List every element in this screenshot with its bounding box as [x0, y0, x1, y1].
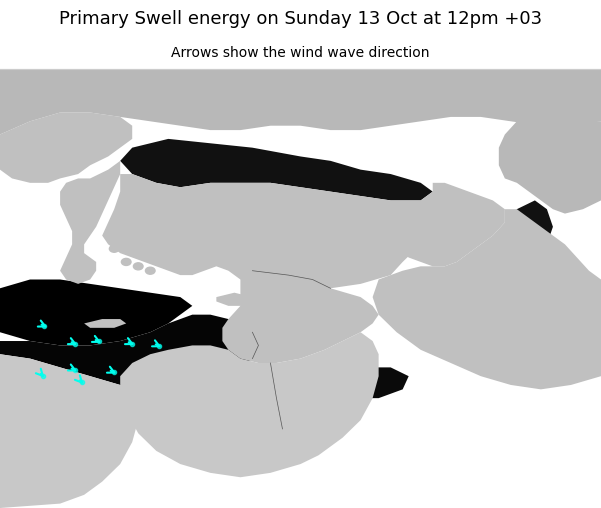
Polygon shape: [0, 394, 36, 429]
Polygon shape: [499, 121, 601, 213]
Text: Arrows show the wind wave direction: Arrows show the wind wave direction: [171, 47, 430, 60]
Circle shape: [121, 259, 131, 266]
Circle shape: [133, 263, 143, 270]
Polygon shape: [0, 69, 601, 135]
Polygon shape: [0, 113, 132, 183]
Polygon shape: [0, 289, 258, 389]
Text: Primary Swell energy on Sunday 13 Oct at 12pm +03: Primary Swell energy on Sunday 13 Oct at…: [59, 10, 542, 28]
Circle shape: [109, 245, 119, 252]
Polygon shape: [325, 367, 409, 398]
Polygon shape: [505, 201, 553, 262]
Polygon shape: [0, 279, 192, 345]
Polygon shape: [84, 319, 126, 328]
Polygon shape: [102, 174, 433, 289]
Polygon shape: [373, 209, 601, 389]
Polygon shape: [0, 354, 138, 508]
Polygon shape: [222, 271, 379, 363]
Polygon shape: [120, 332, 379, 477]
Polygon shape: [403, 183, 505, 266]
Polygon shape: [216, 293, 252, 306]
Polygon shape: [60, 161, 120, 284]
Polygon shape: [108, 227, 132, 236]
Circle shape: [145, 267, 155, 274]
Polygon shape: [120, 139, 433, 201]
